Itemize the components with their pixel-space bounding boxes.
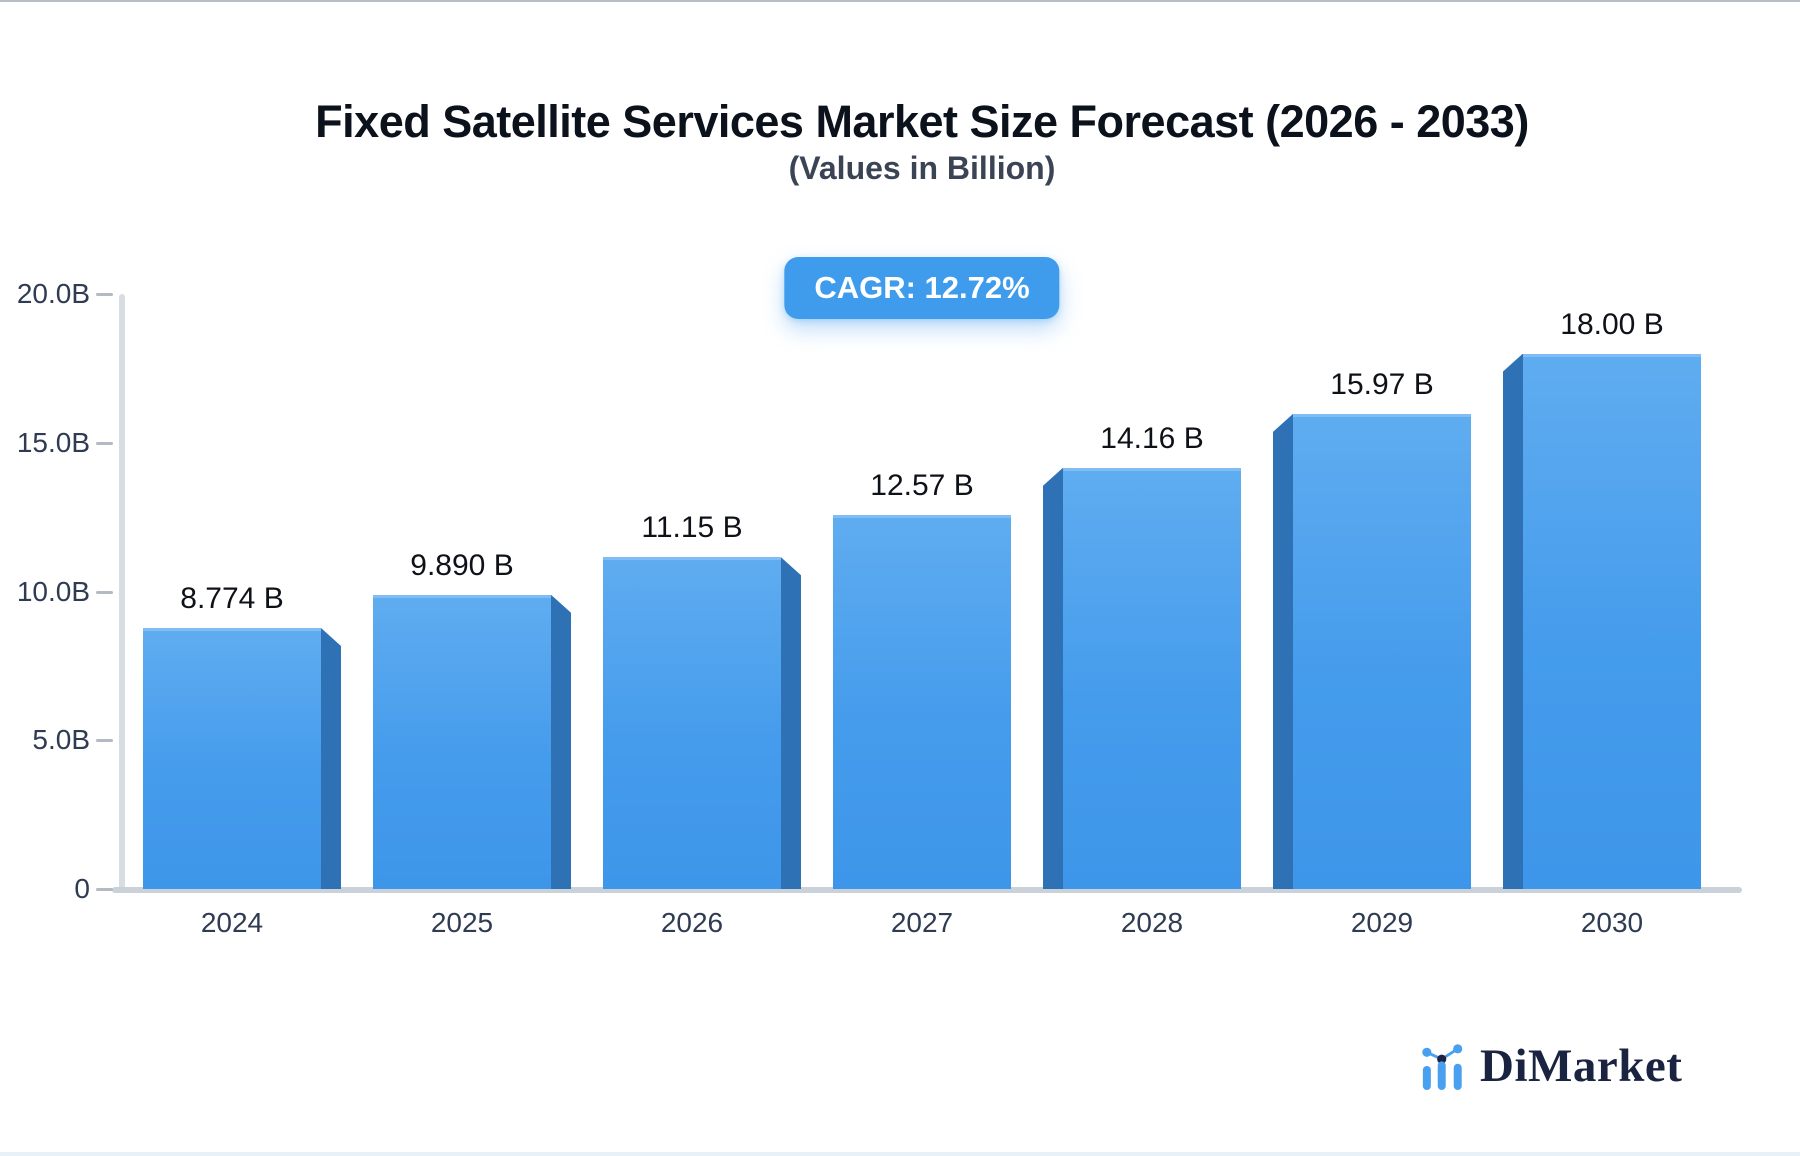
- bar-side-3d: [1043, 467, 1063, 889]
- bar-value-label: 12.57 B: [870, 469, 974, 503]
- y-axis-tick: [96, 293, 113, 296]
- bar-side-3d: [551, 594, 571, 889]
- x-axis-label: 2026: [660, 907, 724, 938]
- bar-value-label: 14.16 B: [1100, 421, 1204, 455]
- x-axis-label: 2027: [890, 907, 954, 938]
- bar: [1063, 467, 1241, 889]
- bar-value-label: 15.97 B: [1330, 367, 1434, 401]
- bar: [1293, 413, 1471, 889]
- x-axis-label: 2024: [200, 907, 264, 938]
- y-axis-label: 5.0B: [32, 724, 90, 756]
- y-axis-tick: [96, 590, 113, 594]
- bar: [833, 515, 1011, 889]
- brand-logo: DiMarket: [1421, 1042, 1682, 1090]
- y-axis-label: 10.0B: [16, 575, 90, 607]
- x-axis-label: 2028: [1120, 907, 1184, 938]
- bar-side-3d: [1273, 413, 1293, 889]
- x-axis-label: 2029: [1350, 907, 1414, 938]
- bar-value-label: 11.15 B: [641, 511, 743, 545]
- cagr-badge: CAGR: 12.72%: [784, 257, 1060, 319]
- chart-title: Fixed Satellite Services Market Size For…: [315, 96, 1529, 147]
- bar-side-3d: [781, 557, 801, 889]
- bar-chart-logo-icon: [1422, 1044, 1463, 1090]
- brand-logo-text: DiMarket: [1480, 1040, 1683, 1092]
- y-axis-tick: [96, 739, 113, 743]
- bar-value-label: 8.774 B: [180, 581, 284, 615]
- bar: [603, 557, 781, 889]
- y-axis-label: 15.0B: [16, 426, 90, 458]
- x-axis-label: 2025: [430, 907, 494, 938]
- bar: [1523, 353, 1701, 889]
- bar: [373, 594, 551, 889]
- x-axis-line: [112, 887, 1742, 893]
- y-axis-line: [119, 294, 125, 893]
- y-axis-tick: [96, 441, 113, 445]
- bar-side-3d: [321, 627, 341, 889]
- y-axis-label: 20.0B: [16, 278, 90, 309]
- x-axis-label: 2030: [1580, 907, 1644, 938]
- y-axis-tick: [96, 888, 113, 891]
- bar-value-label: 9.890 B: [410, 548, 514, 582]
- y-axis-label: 0: [74, 873, 90, 904]
- chart-subtitle: (Values in Billion): [788, 150, 1056, 186]
- bar: [143, 627, 321, 889]
- bar-value-label: 18.00 B: [1560, 307, 1664, 341]
- bar-side-3d: [1503, 353, 1523, 889]
